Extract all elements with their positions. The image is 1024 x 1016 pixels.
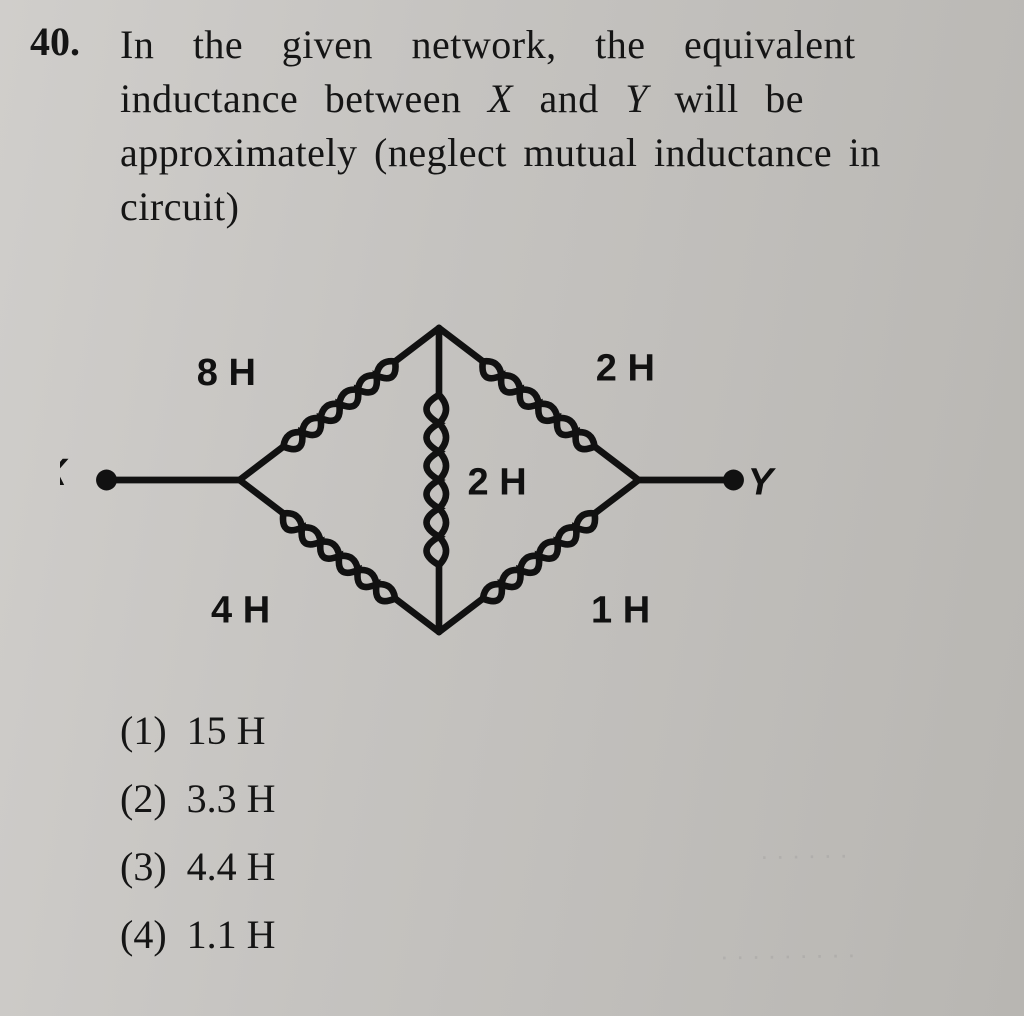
question-line: circuit) — [120, 180, 984, 234]
answer-options: (1) 15 H (2) 3.3 H (3) 4.4 H (4) 1.1 H — [120, 700, 276, 972]
question-line: In the given network, the equivalent — [120, 18, 984, 72]
svg-text:X: X — [60, 452, 69, 494]
question-line: inductance between X and Y will be — [120, 72, 984, 126]
ghost-text: · · · · · · · · · — [720, 939, 856, 972]
ghost-text: · · · · · · — [760, 839, 849, 872]
question-text: In the given network, the equivalent ind… — [120, 18, 984, 234]
option-4: (4) 1.1 H — [120, 904, 276, 966]
svg-text:8 H: 8 H — [197, 352, 256, 394]
svg-text:4 H: 4 H — [211, 590, 270, 632]
question-number: 40. — [30, 18, 80, 65]
svg-text:2 H: 2 H — [596, 347, 655, 389]
option-2: (2) 3.3 H — [120, 768, 276, 830]
question-line: approximately (neglect mutual inductance… — [120, 126, 984, 180]
svg-text:1 H: 1 H — [591, 590, 650, 632]
circuit-diagram: 8 H 2 H 4 H 1 H 2 H X Y — [60, 290, 780, 670]
svg-text:Y: Y — [748, 461, 777, 503]
svg-text:2 H: 2 H — [468, 461, 527, 503]
option-1: (1) 15 H — [120, 700, 276, 762]
option-3: (3) 4.4 H — [120, 836, 276, 898]
